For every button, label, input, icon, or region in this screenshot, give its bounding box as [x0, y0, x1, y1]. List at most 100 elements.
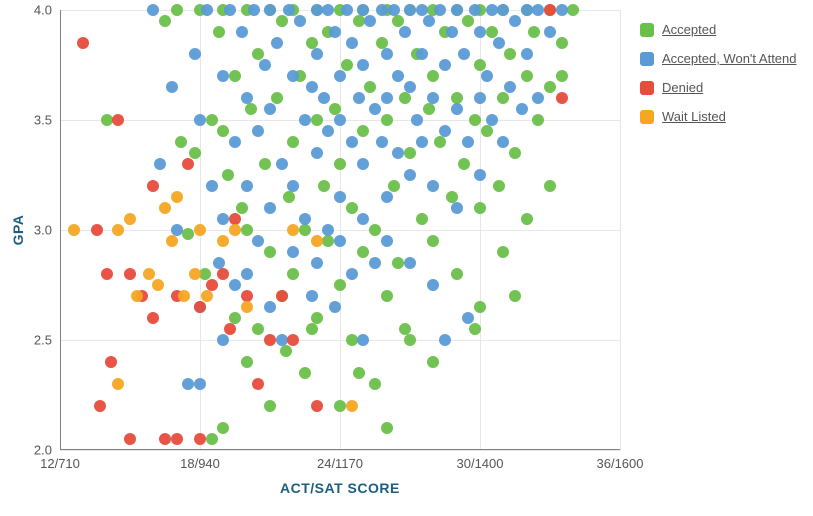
- point-accepted_no_attend: [229, 136, 241, 148]
- legend-item-accepted_no_attend[interactable]: Accepted, Won't Attend: [640, 51, 797, 66]
- point-accepted: [404, 334, 416, 346]
- point-accepted_no_attend: [381, 191, 393, 203]
- point-waitlisted: [287, 224, 299, 236]
- point-denied: [171, 433, 183, 445]
- point-accepted_no_attend: [376, 136, 388, 148]
- point-accepted_no_attend: [404, 4, 416, 16]
- point-accepted: [175, 136, 187, 148]
- point-accepted: [486, 26, 498, 38]
- point-accepted: [245, 103, 257, 115]
- point-accepted_no_attend: [462, 136, 474, 148]
- point-accepted_no_attend: [381, 92, 393, 104]
- point-accepted: [346, 202, 358, 214]
- legend-item-waitlisted[interactable]: Wait Listed: [640, 109, 797, 124]
- point-accepted_no_attend: [299, 213, 311, 225]
- point-accepted_no_attend: [224, 4, 236, 16]
- point-accepted: [353, 367, 365, 379]
- point-accepted: [217, 422, 229, 434]
- point-accepted_no_attend: [346, 268, 358, 280]
- point-accepted: [213, 26, 225, 38]
- point-waitlisted: [152, 279, 164, 291]
- point-waitlisted: [166, 235, 178, 247]
- point-denied: [217, 268, 229, 280]
- point-denied: [147, 312, 159, 324]
- point-accepted: [222, 169, 234, 181]
- point-accepted: [427, 70, 439, 82]
- point-denied: [264, 334, 276, 346]
- point-accepted_no_attend: [217, 213, 229, 225]
- point-accepted_no_attend: [201, 4, 213, 16]
- point-denied: [276, 290, 288, 302]
- point-accepted_no_attend: [469, 4, 481, 16]
- point-waitlisted: [171, 191, 183, 203]
- legend-item-denied[interactable]: Denied: [640, 80, 797, 95]
- point-accepted_no_attend: [334, 70, 346, 82]
- point-accepted_no_attend: [357, 158, 369, 170]
- point-accepted: [504, 48, 516, 60]
- point-accepted_no_attend: [252, 125, 264, 137]
- gridline-h: [60, 450, 620, 451]
- point-accepted: [381, 114, 393, 126]
- point-accepted_no_attend: [194, 114, 206, 126]
- point-accepted: [311, 114, 323, 126]
- point-accepted_no_attend: [381, 48, 393, 60]
- y-tick: 2.5: [0, 333, 52, 348]
- point-waitlisted: [124, 213, 136, 225]
- point-accepted_no_attend: [329, 26, 341, 38]
- point-accepted_no_attend: [311, 257, 323, 269]
- point-waitlisted: [131, 290, 143, 302]
- point-denied: [77, 37, 89, 49]
- point-accepted_no_attend: [189, 48, 201, 60]
- point-accepted_no_attend: [474, 169, 486, 181]
- point-accepted: [399, 323, 411, 335]
- point-accepted_no_attend: [334, 235, 346, 247]
- point-accepted: [521, 213, 533, 225]
- point-denied: [556, 92, 568, 104]
- point-accepted: [556, 70, 568, 82]
- point-accepted: [306, 323, 318, 335]
- point-accepted: [259, 158, 271, 170]
- point-accepted_no_attend: [248, 4, 260, 16]
- point-accepted: [283, 191, 295, 203]
- point-accepted: [171, 4, 183, 16]
- point-accepted_no_attend: [206, 180, 218, 192]
- x-tick: 18/940: [180, 456, 220, 471]
- point-accepted: [280, 345, 292, 357]
- legend-item-accepted[interactable]: Accepted: [640, 22, 797, 37]
- point-accepted: [399, 92, 411, 104]
- point-accepted: [497, 92, 509, 104]
- point-accepted_no_attend: [369, 103, 381, 115]
- point-accepted: [493, 180, 505, 192]
- point-accepted: [299, 224, 311, 236]
- x-tick: 30/1400: [457, 456, 504, 471]
- point-accepted_no_attend: [504, 81, 516, 93]
- point-accepted_no_attend: [434, 4, 446, 16]
- point-accepted_no_attend: [341, 4, 353, 16]
- point-accepted_no_attend: [283, 4, 295, 16]
- point-accepted_no_attend: [439, 125, 451, 137]
- point-accepted_no_attend: [241, 268, 253, 280]
- point-accepted: [334, 158, 346, 170]
- point-accepted: [509, 290, 521, 302]
- gridline-h: [60, 230, 620, 231]
- point-accepted_no_attend: [346, 37, 358, 49]
- point-accepted_no_attend: [287, 70, 299, 82]
- point-accepted_no_attend: [353, 92, 365, 104]
- point-accepted_no_attend: [497, 136, 509, 148]
- point-denied: [105, 356, 117, 368]
- point-accepted: [287, 136, 299, 148]
- point-accepted_no_attend: [147, 4, 159, 16]
- point-accepted: [556, 37, 568, 49]
- legend: Accepted Accepted, Won't Attend Denied Wait…: [640, 22, 797, 138]
- point-denied: [224, 323, 236, 335]
- point-accepted: [544, 81, 556, 93]
- point-waitlisted: [159, 202, 171, 214]
- point-accepted: [416, 213, 428, 225]
- point-accepted: [528, 26, 540, 38]
- point-accepted: [318, 180, 330, 192]
- point-accepted: [341, 59, 353, 71]
- point-accepted: [458, 158, 470, 170]
- x-tick: 36/1600: [597, 456, 644, 471]
- point-accepted: [159, 15, 171, 27]
- point-denied: [112, 114, 124, 126]
